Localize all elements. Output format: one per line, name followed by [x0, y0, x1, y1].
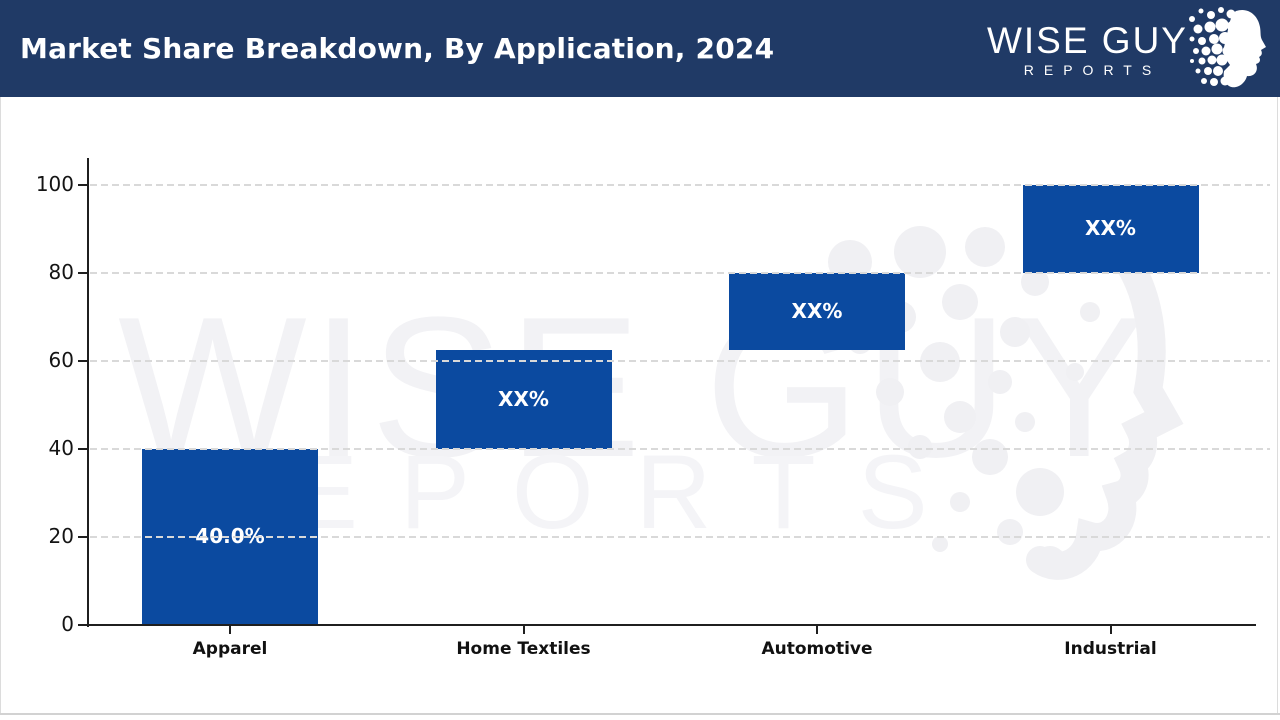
card-border-right	[1277, 97, 1278, 714]
y-tick-label: 60	[48, 348, 74, 372]
x-category-label: Home Textiles	[456, 639, 591, 659]
header-bar: Market Share Breakdown, By Application, …	[0, 0, 1280, 97]
x-tick	[1109, 625, 1112, 634]
y-tick-label: 80	[48, 260, 74, 284]
x-axis-line	[87, 624, 1256, 626]
y-gridline	[90, 184, 1270, 186]
y-tick	[78, 272, 88, 274]
y-tick	[78, 536, 88, 538]
y-tick-label: 20	[48, 524, 74, 548]
bar-value-label: XX%	[498, 386, 549, 411]
card-border-left	[0, 97, 1, 714]
wiseguy-logo: WISE GUY REPORTS	[987, 4, 1268, 94]
bar-segment: XX%	[435, 350, 612, 449]
y-tick	[78, 448, 88, 450]
y-gridline	[90, 272, 1270, 274]
x-tick	[816, 625, 818, 634]
y-gridline	[90, 536, 1270, 538]
plot-area: 40.0% Apparel XX% Home Textiles XX% Automotiv…	[0, 97, 1280, 713]
chart-title: Market Share Breakdown, By Application, …	[20, 32, 775, 65]
y-gridline	[90, 360, 1270, 362]
y-tick-label: 0	[61, 612, 74, 636]
y-gridline	[90, 448, 1270, 450]
x-category-label: Apparel	[192, 639, 268, 659]
logo-wordmark-line2: REPORTS	[1023, 61, 1162, 78]
y-tick	[78, 184, 88, 186]
y-tick-label: 100	[35, 172, 74, 196]
y-axis-line	[87, 158, 89, 627]
x-category-label: Automotive	[761, 639, 873, 659]
x-tick	[229, 625, 231, 634]
bar-segment: XX%	[1022, 185, 1199, 273]
logo-wordmark-line1: WISE GUY	[986, 19, 1188, 61]
bar-value-label: XX%	[791, 298, 843, 323]
bar-segment: XX%	[729, 273, 905, 350]
y-tick	[78, 360, 88, 362]
card-border-bottom	[0, 713, 1280, 715]
bar-value-label: XX%	[1085, 216, 1136, 240]
x-category-label: Industrial	[1064, 639, 1157, 659]
y-tick	[78, 624, 88, 626]
logo-head-icon	[1189, 7, 1266, 88]
logo-wordmark: WISE GUY REPORTS	[987, 22, 1188, 77]
x-tick	[522, 625, 525, 634]
y-tick-label: 40	[48, 436, 74, 460]
